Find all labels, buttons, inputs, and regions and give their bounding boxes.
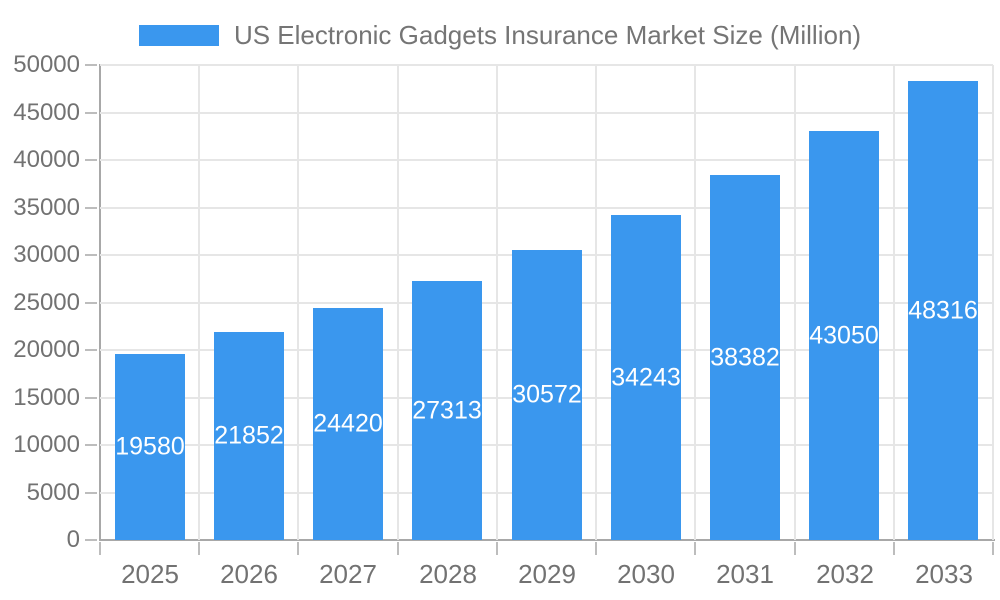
x-axis-tick — [496, 542, 498, 555]
x-axis-tick — [397, 542, 399, 555]
y-axis-tick-label: 10000 — [13, 431, 80, 458]
bar-value-label: 24420 — [313, 409, 383, 438]
x-axis-tick — [595, 542, 597, 555]
gridline-vertical — [893, 65, 895, 540]
bar-2031[interactable]: 38382 — [710, 175, 780, 540]
bar-value-label: 30572 — [512, 380, 582, 409]
gridline-horizontal — [100, 207, 993, 209]
bar-2026[interactable]: 21852 — [214, 332, 284, 540]
x-axis-tick — [992, 542, 994, 555]
x-axis-tick — [893, 542, 895, 555]
gridline-vertical — [397, 65, 399, 540]
y-axis-tick-label: 30000 — [13, 241, 80, 268]
bar-2030[interactable]: 34243 — [611, 215, 681, 540]
gridline-vertical — [992, 65, 994, 540]
y-axis-tick-label: 25000 — [13, 289, 80, 316]
gridline-vertical — [794, 65, 796, 540]
bar-value-label: 34243 — [611, 363, 681, 391]
x-axis-tick — [794, 542, 796, 555]
x-axis-tick-label: 2027 — [319, 559, 377, 589]
y-axis-tick-label: 5000 — [26, 479, 80, 506]
bar-value-label: 38382 — [710, 343, 780, 371]
plot-area: 19580 21852 24420 27313 30572 34243 38382 43050… — [100, 64, 994, 540]
x-axis-tick-label: 2031 — [716, 559, 774, 589]
y-axis-tick — [85, 302, 97, 304]
y-axis-tick-label: 45000 — [13, 99, 80, 126]
bar-2027[interactable]: 24420 — [313, 308, 383, 540]
bar-2028[interactable]: 27313 — [412, 281, 482, 540]
x-axis-tick — [694, 542, 696, 555]
x-axis-line — [99, 539, 995, 541]
y-axis-tick-label: 40000 — [13, 146, 80, 173]
x-axis-tick — [297, 542, 299, 555]
gridline-vertical — [496, 65, 498, 540]
x-axis-tick-label: 2026 — [220, 559, 278, 589]
y-axis-tick — [85, 539, 97, 541]
x-axis-tick-label: 2033 — [915, 559, 973, 589]
gridline-horizontal — [100, 112, 993, 114]
y-axis-tick-label: 35000 — [13, 194, 80, 221]
legend-label: US Electronic Gadgets Insurance Market S… — [233, 20, 862, 50]
gridline-horizontal — [100, 64, 993, 66]
y-axis-tick — [85, 207, 97, 209]
y-axis-tick — [85, 492, 97, 494]
bar-2025[interactable]: 19580 — [115, 354, 185, 540]
x-axis-tick-label: 2029 — [518, 559, 576, 589]
y-axis-tick — [85, 64, 97, 66]
x-axis-tick-label: 2030 — [617, 559, 675, 589]
y-axis: 0 5000 10000 15000 20000 25000 30000 35000 40000… — [0, 51, 100, 553]
bar-value-label: 21852 — [214, 421, 284, 450]
bar-value-label: 43050 — [809, 321, 879, 349]
y-axis-tick — [85, 159, 97, 161]
y-axis-tick — [85, 349, 97, 351]
bar-value-label: 48316 — [908, 296, 978, 324]
y-axis-tick-label: 0 — [66, 526, 80, 553]
x-axis-tick-label: 2028 — [419, 559, 477, 589]
gridline-vertical — [595, 65, 597, 540]
y-axis-tick — [85, 397, 97, 399]
bar-value-label: 27313 — [412, 396, 482, 424]
legend: US Electronic Gadgets Insurance Market S… — [0, 20, 1000, 51]
gridline-vertical — [198, 65, 200, 540]
bar-2032[interactable]: 43050 — [809, 131, 879, 540]
bar-2029[interactable]: 30572 — [512, 250, 582, 540]
bar-value-label: 19580 — [115, 432, 185, 461]
y-axis-tick — [85, 112, 97, 114]
gridline-vertical — [297, 65, 299, 540]
y-axis-tick — [85, 444, 97, 446]
y-axis-tick-label: 50000 — [13, 51, 80, 78]
x-axis-tick — [99, 542, 101, 555]
gridline-horizontal — [100, 159, 993, 161]
y-axis-tick-label: 15000 — [13, 384, 80, 411]
y-axis-tick — [85, 254, 97, 256]
x-axis-tick-label: 2025 — [121, 559, 179, 589]
y-axis-tick-label: 20000 — [13, 336, 80, 363]
bar-2033[interactable]: 48316 — [908, 81, 978, 540]
x-axis-tick-label: 2032 — [816, 559, 874, 589]
gridline-vertical — [694, 65, 696, 540]
x-axis: 2025 2026 2027 2028 2029 2030 2031 2032 2033 — [99, 540, 994, 600]
x-axis-tick — [198, 542, 200, 555]
legend-swatch — [138, 25, 219, 46]
